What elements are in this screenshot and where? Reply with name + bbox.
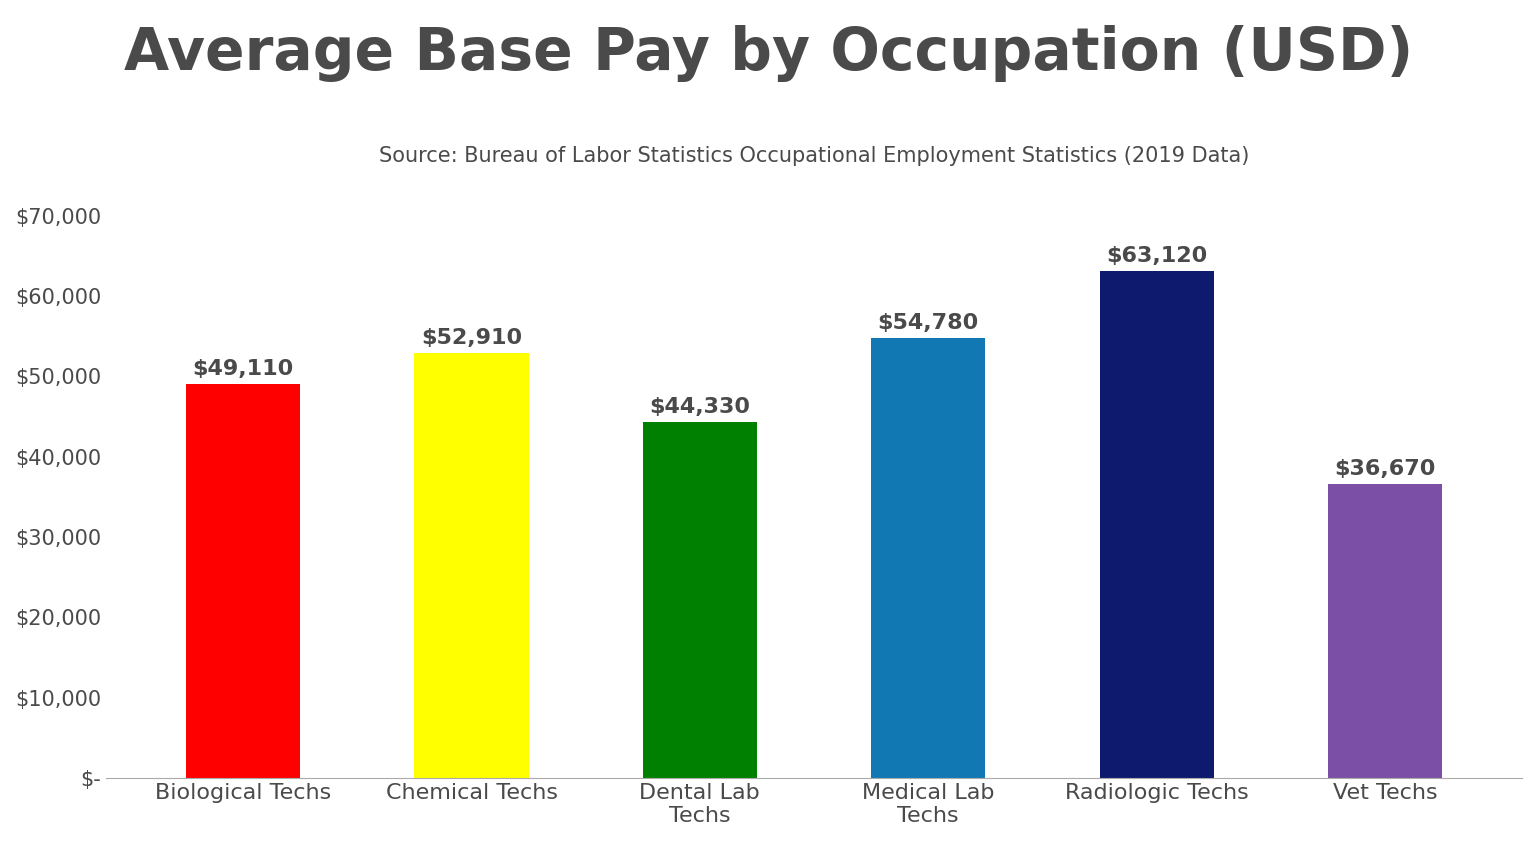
Text: $52,910: $52,910 (421, 328, 523, 348)
Bar (642, 422, 756, 778)
Text: $63,120: $63,120 (1107, 246, 1207, 267)
Text: $49,110: $49,110 (192, 359, 294, 378)
Bar (871, 338, 985, 778)
Text: $36,670: $36,670 (1334, 458, 1436, 479)
Bar (1099, 271, 1214, 778)
Text: Average Base Pay by Occupation (USD): Average Base Pay by Occupation (USD) (124, 25, 1413, 82)
Bar (186, 383, 300, 778)
Text: $44,330: $44,330 (649, 397, 750, 417)
Title: Source: Bureau of Labor Statistics Occupational Employment Statistics (2019 Data: Source: Bureau of Labor Statistics Occup… (378, 145, 1250, 166)
Bar (1328, 484, 1442, 778)
Text: $54,780: $54,780 (878, 314, 979, 333)
Bar (415, 353, 529, 778)
